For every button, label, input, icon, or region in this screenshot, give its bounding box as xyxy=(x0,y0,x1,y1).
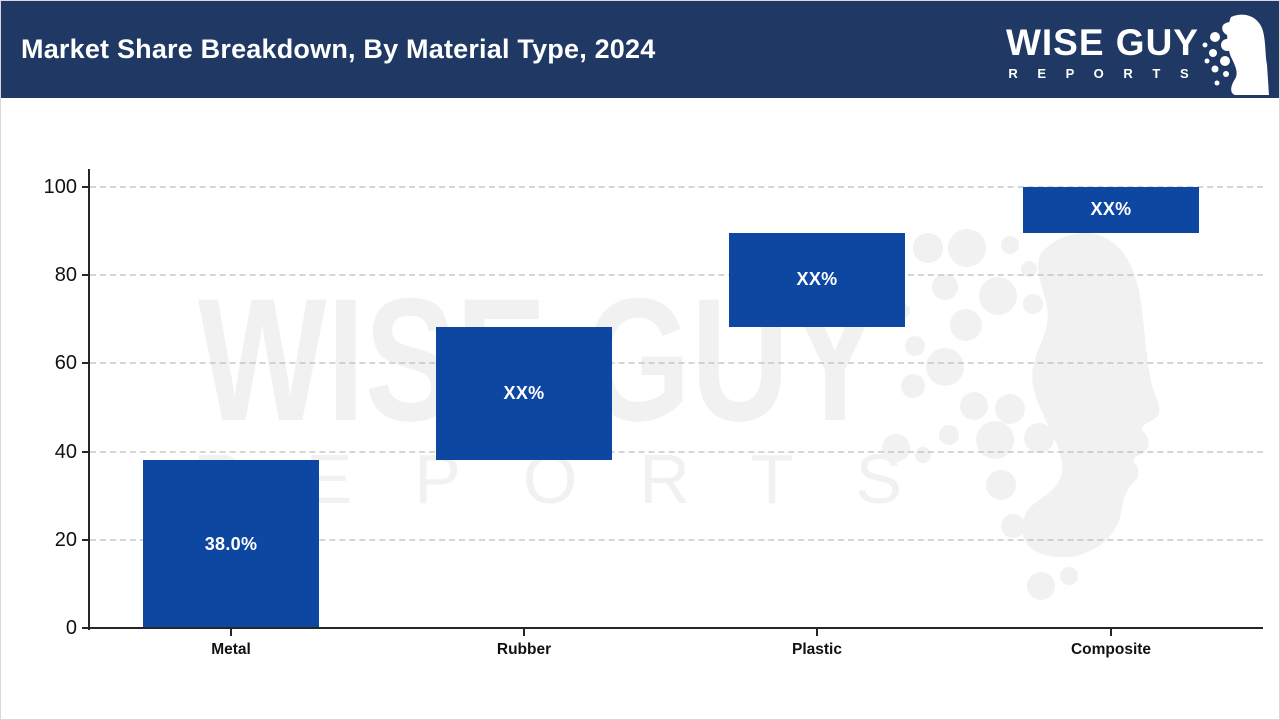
header-bar: Market Share Breakdown, By Material Type… xyxy=(1,1,1279,98)
chart-title: Market Share Breakdown, By Material Type… xyxy=(21,34,656,64)
bar-metal: 38.0% xyxy=(143,460,319,628)
bar-plastic: XX% xyxy=(729,232,905,327)
gridline-60 xyxy=(90,362,1263,365)
y-tick-mark xyxy=(82,362,89,365)
y-tick-label: 60 xyxy=(54,352,77,375)
bar-value-label: 38.0% xyxy=(204,533,258,554)
y-tick-mark xyxy=(82,450,89,453)
x-category-label-plastic: Plastic xyxy=(792,641,842,658)
gridline-20 xyxy=(90,538,1263,541)
x-category-label-metal: Metal xyxy=(211,641,251,658)
y-tick-label: 80 xyxy=(54,264,77,287)
x-axis-line xyxy=(88,627,1263,629)
y-tick-mark xyxy=(82,185,89,188)
y-tick-mark xyxy=(82,274,89,277)
y-tick-label: 20 xyxy=(54,528,77,551)
x-tick-mark xyxy=(816,629,818,636)
y-axis-line xyxy=(88,169,90,630)
y-tick-mark xyxy=(82,627,89,629)
gridline-40 xyxy=(90,450,1263,453)
brand-logo-text: WISE GUY R E P O R T S xyxy=(1005,22,1199,81)
bar-value-label: XX% xyxy=(796,269,838,290)
x-category-label-rubber: Rubber xyxy=(496,641,552,658)
y-tick-label: 0 xyxy=(65,617,77,639)
bar-value-label: XX% xyxy=(1090,199,1132,220)
x-category-label-composite: Composite xyxy=(1070,641,1152,658)
gridline-80 xyxy=(90,274,1263,277)
x-tick-mark xyxy=(523,629,525,636)
bar-rubber: XX% xyxy=(436,326,612,461)
x-tick-mark xyxy=(230,629,232,636)
brand-face-icon xyxy=(1202,14,1269,95)
brand-logo: WISE GUY R E P O R T S xyxy=(1005,7,1271,95)
bar-composite: XX% xyxy=(1023,186,1199,233)
x-tick-mark xyxy=(1110,629,1112,636)
gridline-100 xyxy=(90,185,1263,188)
bar-value-label: XX% xyxy=(503,382,545,403)
y-tick-label: 40 xyxy=(54,440,77,463)
brand-name: WISE GUY xyxy=(1005,22,1199,63)
y-tick-mark xyxy=(82,538,89,541)
y-tick-label: 100 xyxy=(43,175,77,198)
brand-subname: R E P O R T S xyxy=(1008,65,1197,81)
